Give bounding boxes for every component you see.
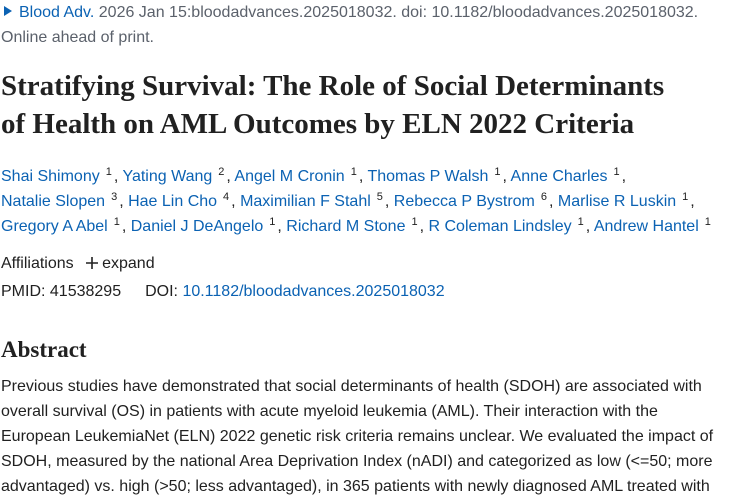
author: Gregory A Abel 1: [1, 215, 131, 235]
plus-icon: [86, 257, 99, 269]
author: Richard M Stone 1: [286, 215, 428, 235]
author-name[interactable]: Shai Shimony: [1, 168, 100, 185]
affiliation-number[interactable]: 1: [577, 215, 584, 228]
citation: Blood Adv. 2026 Jan 15:bloodadvances.202…: [1, 1, 698, 25]
author: Rebecca P Bystrom 6: [393, 190, 558, 210]
author: Hae Lin Cho 4: [128, 190, 240, 210]
author: Daniel J DeAngelo 1: [130, 215, 287, 235]
article-title: Stratifying Survival: The Role of Social…: [1, 70, 665, 102]
journal-link[interactable]: Blood Adv.: [19, 4, 95, 21]
pmid: 41538295: [49, 283, 122, 300]
author-name[interactable]: Angel M Cronin: [234, 168, 345, 185]
author: Angel M Cronin 1: [234, 165, 367, 185]
affiliation-number[interactable]: 1: [682, 190, 689, 203]
affiliation-number[interactable]: 1: [494, 165, 501, 178]
author: Yating Wang 2: [122, 165, 234, 185]
abstract-line: European LeukemiaNet (ELN) 2022 genetic …: [1, 428, 714, 445]
author: Maximilian F Stahl 5: [240, 190, 394, 210]
abstract-line: advantaged) vs. high (>50; less advantag…: [1, 478, 710, 495]
author-name[interactable]: Daniel J DeAngelo: [130, 218, 264, 235]
affiliation-number[interactable]: 1: [704, 215, 711, 228]
author: Natalie Slopen 3: [1, 190, 128, 210]
doi-label: DOI:: [145, 283, 178, 300]
author: Shai Shimony 1: [1, 165, 122, 185]
affiliations-row: Affiliations expand: [1, 252, 155, 276]
affiliation-number[interactable]: 3: [111, 190, 118, 203]
article-title: of Health on AML Outcomes by ELN 2022 Cr…: [1, 108, 635, 140]
author-name[interactable]: Gregory A Abel: [1, 218, 108, 235]
citation-status: Online ahead of print.: [1, 29, 154, 46]
author-name[interactable]: Maximilian F Stahl: [240, 193, 371, 210]
abstract-heading: Abstract: [1, 337, 87, 362]
author: Andrew Hantel 1: [593, 215, 713, 235]
affiliation-number[interactable]: 1: [113, 215, 120, 228]
author-name[interactable]: Marlise R Luskin: [557, 193, 677, 210]
doi-link[interactable]: 10.1182/bloodadvances.2025018032: [182, 283, 445, 300]
author: R Coleman Lindsley 1: [428, 215, 593, 235]
author-name[interactable]: Hae Lin Cho: [128, 193, 218, 210]
author-name[interactable]: Rebecca P Bystrom: [393, 193, 535, 210]
citation-details: 2026 Jan 15:bloodadvances.2025018032. do…: [98, 4, 699, 21]
affiliation-number[interactable]: 1: [350, 165, 357, 178]
identifiers: PMID: 41538295 DOI: 10.1182/bloodadvances…: [1, 280, 445, 304]
abstract-line: overall survival (OS) in patients with a…: [1, 403, 658, 420]
expand-label: expand: [102, 255, 155, 272]
affiliation-number[interactable]: 6: [540, 190, 547, 203]
affiliations-label: Affiliations: [1, 255, 74, 272]
affiliation-number[interactable]: 1: [411, 215, 418, 228]
affiliation-number[interactable]: 5: [376, 190, 383, 203]
author-name[interactable]: Thomas P Walsh: [367, 168, 489, 185]
author-name[interactable]: Richard M Stone: [286, 218, 406, 235]
citation-toggle-icon[interactable]: [1, 4, 15, 18]
abstract-line: Previous studies have demonstrated that …: [1, 378, 702, 395]
abstract-line: SDOH, measured by the national Area Depr…: [1, 453, 713, 470]
expand-button[interactable]: expand: [86, 255, 155, 272]
author-name[interactable]: Natalie Slopen: [1, 193, 106, 210]
author: Marlise R Luskin 1: [557, 190, 695, 210]
affiliation-number[interactable]: 1: [613, 165, 620, 178]
pmid-label: PMID:: [1, 283, 46, 300]
affiliation-number[interactable]: 2: [218, 165, 225, 178]
affiliation-number[interactable]: 4: [223, 190, 230, 203]
affiliation-number[interactable]: 1: [105, 165, 112, 178]
author-name[interactable]: R Coleman Lindsley: [428, 218, 572, 235]
affiliation-number[interactable]: 1: [269, 215, 276, 228]
author-list: Shai Shimony 1 Yating Wang 2 Angel M Cronin 1…: [1, 164, 749, 239]
author-name[interactable]: Anne Charles: [510, 168, 608, 185]
author: Anne Charles 1: [510, 165, 627, 185]
author: Thomas P Walsh 1: [367, 165, 510, 185]
author-name[interactable]: Yating Wang: [122, 168, 213, 185]
author-name[interactable]: Andrew Hantel: [593, 218, 699, 235]
